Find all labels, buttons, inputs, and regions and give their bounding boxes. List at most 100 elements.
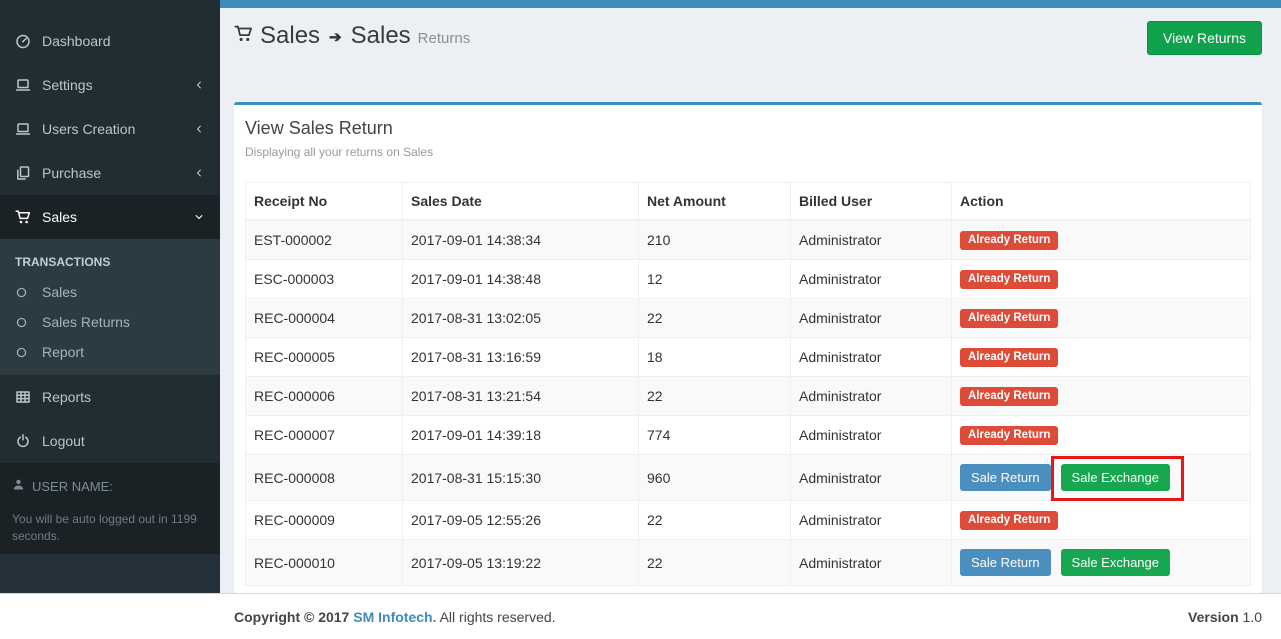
- user-icon: [12, 478, 25, 494]
- sidebar-item-sales[interactable]: Sales: [0, 195, 220, 239]
- table-row: REC-000010 2017-09-05 13:19:22 22 Administr…: [245, 539, 1251, 586]
- cell-billed-user: Administrator: [790, 259, 952, 299]
- cell-net-amount: 774: [638, 415, 791, 455]
- cell-billed-user: Administrator: [790, 500, 952, 540]
- table-header-row: Receipt No Sales Date Net Amount Billed Use…: [245, 182, 1251, 221]
- column-header: Action: [951, 182, 1251, 221]
- circle-icon: [15, 346, 42, 359]
- submenu-item-label: Sales: [42, 284, 78, 300]
- laptop-icon: [15, 77, 42, 93]
- sidebar-item-label: Settings: [42, 77, 93, 93]
- cell-action: Already Return: [951, 500, 1251, 540]
- cell-action: Already Return: [951, 298, 1251, 338]
- submenu-item-label: Sales Returns: [42, 314, 130, 330]
- circle-icon: [15, 286, 42, 299]
- page-title: Sales Sales Returns: [234, 21, 470, 50]
- sale-exchange-button[interactable]: Sale Exchange: [1060, 549, 1170, 576]
- sale-exchange-button[interactable]: Sale Exchange: [1060, 464, 1170, 491]
- cell-action: Already Return: [951, 337, 1251, 377]
- cell-action: Already Return: [951, 219, 1251, 260]
- panel-subtitle: Displaying all your returns on Sales: [245, 145, 434, 159]
- content-header: Sales Sales Returns View Returns: [234, 21, 1262, 55]
- cell-action: Sale Return Sale Exchange: [951, 454, 1251, 501]
- submenu-item-sales-returns[interactable]: Sales Returns: [0, 307, 220, 337]
- sales-returns-table: Receipt No Sales Date Net Amount Billed Use…: [245, 182, 1251, 586]
- footer: Copyright © 2017 SM Infotech. All rights…: [0, 593, 1281, 639]
- cell-net-amount: 12: [638, 259, 791, 299]
- cell-billed-user: Administrator: [790, 376, 952, 416]
- column-header: Receipt No: [245, 182, 403, 221]
- table-row: EST-000002 2017-09-01 14:38:34 210 Administ…: [245, 219, 1251, 260]
- sidebar-item-label: Dashboard: [42, 33, 111, 49]
- cell-sales-date: 2017-09-01 14:38:34: [402, 219, 639, 260]
- user-name-label: USER NAME:: [12, 478, 208, 494]
- sidebar-item-label: Purchase: [42, 165, 102, 181]
- auto-logout-note: You will be auto logged out in 1199 seco…: [12, 512, 197, 544]
- cell-net-amount: 22: [638, 500, 791, 540]
- submenu-item-label: Report: [42, 344, 85, 360]
- cell-receipt-no: REC-000007: [245, 415, 403, 455]
- cell-sales-date: 2017-08-31 13:21:54: [402, 376, 639, 416]
- table-row: REC-000007 2017-09-01 14:39:18 774 Administ…: [245, 415, 1251, 455]
- submenu-item-sales[interactable]: Sales: [0, 277, 220, 307]
- cell-billed-user: Administrator: [790, 337, 952, 377]
- cart-icon: [15, 209, 42, 225]
- chevron-down-icon: [193, 211, 205, 223]
- submenu-item-report[interactable]: Report: [0, 337, 220, 367]
- sales-return-panel: View Sales Return Displaying all your re…: [234, 102, 1262, 599]
- cell-receipt-no: REC-000006: [245, 376, 403, 416]
- cell-sales-date: 2017-09-05 13:19:22: [402, 539, 639, 586]
- cell-net-amount: 960: [638, 454, 791, 501]
- table-row: REC-000004 2017-08-31 13:02:05 22 Administr…: [245, 298, 1251, 338]
- cell-billed-user: Administrator: [790, 219, 952, 260]
- version-text: Version 1.0: [1188, 608, 1262, 625]
- submenu-header: TRANSACTIONS: [15, 255, 111, 269]
- cell-net-amount: 22: [638, 539, 791, 586]
- already-return-badge: Already Return: [960, 231, 1059, 250]
- column-header: Billed User: [790, 182, 952, 221]
- company-link[interactable]: SM Infotech.: [353, 608, 437, 625]
- cell-net-amount: 18: [638, 337, 791, 377]
- table-row: REC-000005 2017-08-31 13:16:59 18 Administr…: [245, 337, 1251, 377]
- cell-action: Sale Return Sale Exchange: [951, 539, 1251, 586]
- sidebar-item-reports[interactable]: Reports: [0, 375, 220, 419]
- chevron-left-icon: [193, 167, 205, 179]
- cell-sales-date: 2017-08-31 13:16:59: [402, 337, 639, 377]
- cell-billed-user: Administrator: [790, 298, 952, 338]
- already-return-badge: Already Return: [960, 387, 1059, 406]
- sales-submenu: TRANSACTIONS Sales Sales Returns Report: [0, 239, 220, 375]
- chevron-left-icon: [193, 79, 205, 91]
- already-return-badge: Already Return: [960, 511, 1059, 530]
- sidebar-item-logout[interactable]: Logout: [0, 419, 220, 463]
- sidebar-item-dashboard[interactable]: Dashboard: [0, 19, 220, 63]
- table-icon: [15, 389, 42, 405]
- copyright-text: Copyright © 2017 SM Infotech. All rights…: [234, 608, 556, 625]
- sidebar-item-label: Reports: [42, 389, 92, 405]
- already-return-badge: Already Return: [960, 348, 1059, 367]
- table-row: REC-000008 2017-08-31 15:15:30 960 Administ…: [245, 454, 1251, 501]
- sidebar-item-purchase[interactable]: Purchase: [0, 151, 220, 195]
- cell-sales-date: 2017-09-01 14:38:48: [402, 259, 639, 299]
- cell-sales-date: 2017-09-01 14:39:18: [402, 415, 639, 455]
- sidebar: Dashboard Settings Users Creation Purchase S…: [0, 0, 220, 593]
- sidebar-bottom-strip: [0, 554, 220, 593]
- view-returns-button[interactable]: View Returns: [1146, 21, 1262, 55]
- cell-billed-user: Administrator: [790, 454, 952, 501]
- cell-receipt-no: REC-000005: [245, 337, 403, 377]
- sidebar-item-users-creation[interactable]: Users Creation: [0, 107, 220, 151]
- already-return-badge: Already Return: [960, 426, 1059, 445]
- chevron-left-icon: [193, 123, 205, 135]
- content-area: Sales Sales Returns View Returns View Sa…: [220, 8, 1281, 599]
- sale-return-button[interactable]: Sale Return: [960, 464, 1051, 491]
- cell-receipt-no: REC-000004: [245, 298, 403, 338]
- sidebar-item-settings[interactable]: Settings: [0, 63, 220, 107]
- power-icon: [15, 433, 42, 449]
- table-row: REC-000009 2017-09-05 12:55:26 22 Administr…: [245, 500, 1251, 540]
- cell-billed-user: Administrator: [790, 415, 952, 455]
- cell-receipt-no: EST-000002: [245, 219, 403, 260]
- cell-action: Already Return: [951, 376, 1251, 416]
- sale-return-button[interactable]: Sale Return: [960, 549, 1051, 576]
- column-header: Net Amount: [638, 182, 791, 221]
- cell-billed-user: Administrator: [790, 539, 952, 586]
- cell-sales-date: 2017-09-05 12:55:26: [402, 500, 639, 540]
